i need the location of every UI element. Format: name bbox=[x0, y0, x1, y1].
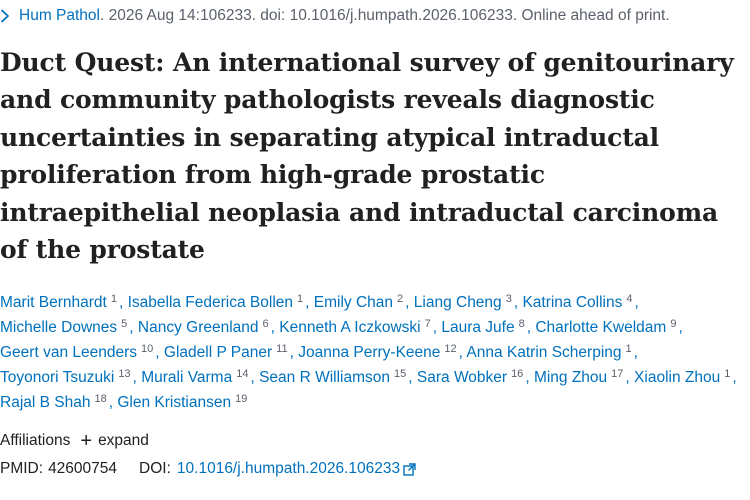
affiliation-number[interactable]: 16 bbox=[511, 368, 524, 380]
author-name-link[interactable]: Rajal B Shah bbox=[0, 394, 91, 411]
author-name-link[interactable]: Laura Jufe bbox=[441, 319, 515, 336]
author-item: Ming Zhou 17 bbox=[533, 368, 625, 387]
author-item: Rajal B Shah 18 bbox=[0, 393, 109, 412]
affiliation-number[interactable]: 13 bbox=[118, 368, 131, 380]
author-list: Marit Bernhardt 1, Isabella Federica Boll… bbox=[0, 293, 737, 412]
author-name-link[interactable]: Emily Chan bbox=[313, 294, 394, 311]
author-name-link[interactable]: Sean R Williamson bbox=[259, 369, 391, 386]
pmid-label: PMID: bbox=[0, 460, 44, 477]
author-item: Kenneth A Iczkowski 7 bbox=[279, 318, 432, 337]
author-name-link[interactable]: Murali Varma bbox=[141, 369, 233, 386]
author-item: Isabella Federica Bollen 1 bbox=[127, 293, 306, 312]
affiliations-row: Affiliations + expand bbox=[0, 430, 149, 452]
identifiers-row: PMID: 42600754 DOI: 10.1016/j.humpath.20… bbox=[0, 458, 416, 480]
citation-line: Hum Pathol . 2026 Aug 14:106233. doi: 10… bbox=[0, 5, 670, 27]
author-name-link[interactable]: Katrina Collins bbox=[522, 294, 623, 311]
author-name-link[interactable]: Glen Kristiansen bbox=[117, 394, 232, 411]
citation-details: 2026 Aug 14:106233. doi: 10.1016/j.humpa… bbox=[108, 7, 670, 24]
author-item: Glen Kristiansen 19 bbox=[117, 393, 249, 412]
author-name-link[interactable]: Nancy Greenland bbox=[137, 319, 259, 336]
author-name-link[interactable]: Xiaolin Zhou bbox=[634, 369, 721, 386]
author-item: Sean R Williamson 15 bbox=[259, 368, 408, 387]
author-name-link[interactable]: Gladell P Paner bbox=[163, 344, 273, 361]
author-item: Joanna Perry-Keene 12 bbox=[298, 343, 458, 362]
author-item: Gladell P Paner 11 bbox=[163, 343, 290, 362]
author-item: Anna Katrin Scherping 1 bbox=[466, 343, 633, 362]
author-name-link[interactable]: Anna Katrin Scherping bbox=[466, 344, 622, 361]
affiliation-number[interactable]: 1 bbox=[297, 293, 304, 305]
author-name-link[interactable]: Isabella Federica Bollen bbox=[127, 294, 294, 311]
author-item: Katrina Collins 4 bbox=[522, 293, 634, 312]
author-item: Toyonori Tsuzuki 13 bbox=[0, 368, 133, 387]
author-item: Sara Wobker 16 bbox=[416, 368, 525, 387]
author-name-link[interactable]: Michelle Downes bbox=[0, 319, 118, 336]
journal-link[interactable]: Hum Pathol bbox=[19, 7, 100, 24]
doi-label: DOI: bbox=[139, 460, 171, 477]
author-name-link[interactable]: Liang Cheng bbox=[413, 294, 502, 311]
author-name-link[interactable]: Joanna Perry-Keene bbox=[298, 344, 441, 361]
affiliation-number[interactable]: 11 bbox=[276, 343, 288, 355]
author-item: Charlotte Kweldam 9 bbox=[535, 318, 678, 337]
author-name-link[interactable]: Toyonori Tsuzuki bbox=[0, 369, 115, 386]
author-item: Laura Jufe 8 bbox=[441, 318, 526, 337]
affiliation-number[interactable]: 3 bbox=[505, 293, 512, 305]
affiliation-number[interactable]: 18 bbox=[94, 393, 107, 405]
affiliation-number[interactable]: 1 bbox=[625, 343, 632, 355]
affiliation-number[interactable]: 9 bbox=[670, 318, 677, 330]
affiliation-number[interactable]: 1 bbox=[724, 368, 731, 380]
affiliation-number[interactable]: 4 bbox=[626, 293, 633, 305]
affiliation-number[interactable]: 8 bbox=[518, 318, 525, 330]
affiliations-label: Affiliations bbox=[0, 432, 71, 449]
author-item: Murali Varma 14 bbox=[141, 368, 250, 387]
author-name-link[interactable]: Ming Zhou bbox=[533, 369, 608, 386]
author-item: Marit Bernhardt 1 bbox=[0, 293, 119, 312]
chevron-right-icon[interactable] bbox=[0, 8, 15, 24]
affiliation-number[interactable]: 19 bbox=[235, 393, 248, 405]
affiliation-number[interactable]: 12 bbox=[444, 343, 457, 355]
affiliation-number[interactable]: 7 bbox=[424, 318, 431, 330]
affiliation-number[interactable]: 14 bbox=[236, 368, 249, 380]
plus-icon: + bbox=[80, 430, 93, 452]
affiliation-number[interactable]: 15 bbox=[394, 368, 407, 380]
affiliation-number[interactable]: 10 bbox=[141, 343, 154, 355]
author-item: Geert van Leenders 10 bbox=[0, 343, 155, 362]
expand-affiliations-button[interactable]: + expand bbox=[80, 431, 149, 451]
author-item: Xiaolin Zhou 1 bbox=[634, 368, 732, 387]
affiliation-number[interactable]: 5 bbox=[121, 318, 128, 330]
expand-label: expand bbox=[98, 432, 149, 449]
external-link-icon[interactable] bbox=[403, 462, 416, 476]
author-name-link[interactable]: Charlotte Kweldam bbox=[535, 319, 667, 336]
author-name-link[interactable]: Geert van Leenders bbox=[0, 344, 138, 361]
author-item: Emily Chan 2 bbox=[313, 293, 405, 312]
affiliation-number[interactable]: 6 bbox=[262, 318, 269, 330]
affiliation-number[interactable]: 1 bbox=[110, 293, 117, 305]
author-name-link[interactable]: Kenneth A Iczkowski bbox=[279, 319, 421, 336]
doi-link[interactable]: 10.1016/j.humpath.2026.106233 bbox=[176, 460, 401, 477]
pmid-value: 42600754 bbox=[48, 460, 118, 477]
author-name-link[interactable]: Marit Bernhardt bbox=[0, 294, 107, 311]
affiliation-number[interactable]: 2 bbox=[397, 293, 404, 305]
author-item: Michelle Downes 5 bbox=[0, 318, 129, 337]
author-item: Nancy Greenland 6 bbox=[137, 318, 271, 337]
article-title: Duct Quest: An international survey of g… bbox=[0, 48, 734, 265]
author-item: Liang Cheng 3 bbox=[413, 293, 514, 312]
author-name-link[interactable]: Sara Wobker bbox=[416, 369, 508, 386]
affiliation-number[interactable]: 17 bbox=[611, 368, 624, 380]
